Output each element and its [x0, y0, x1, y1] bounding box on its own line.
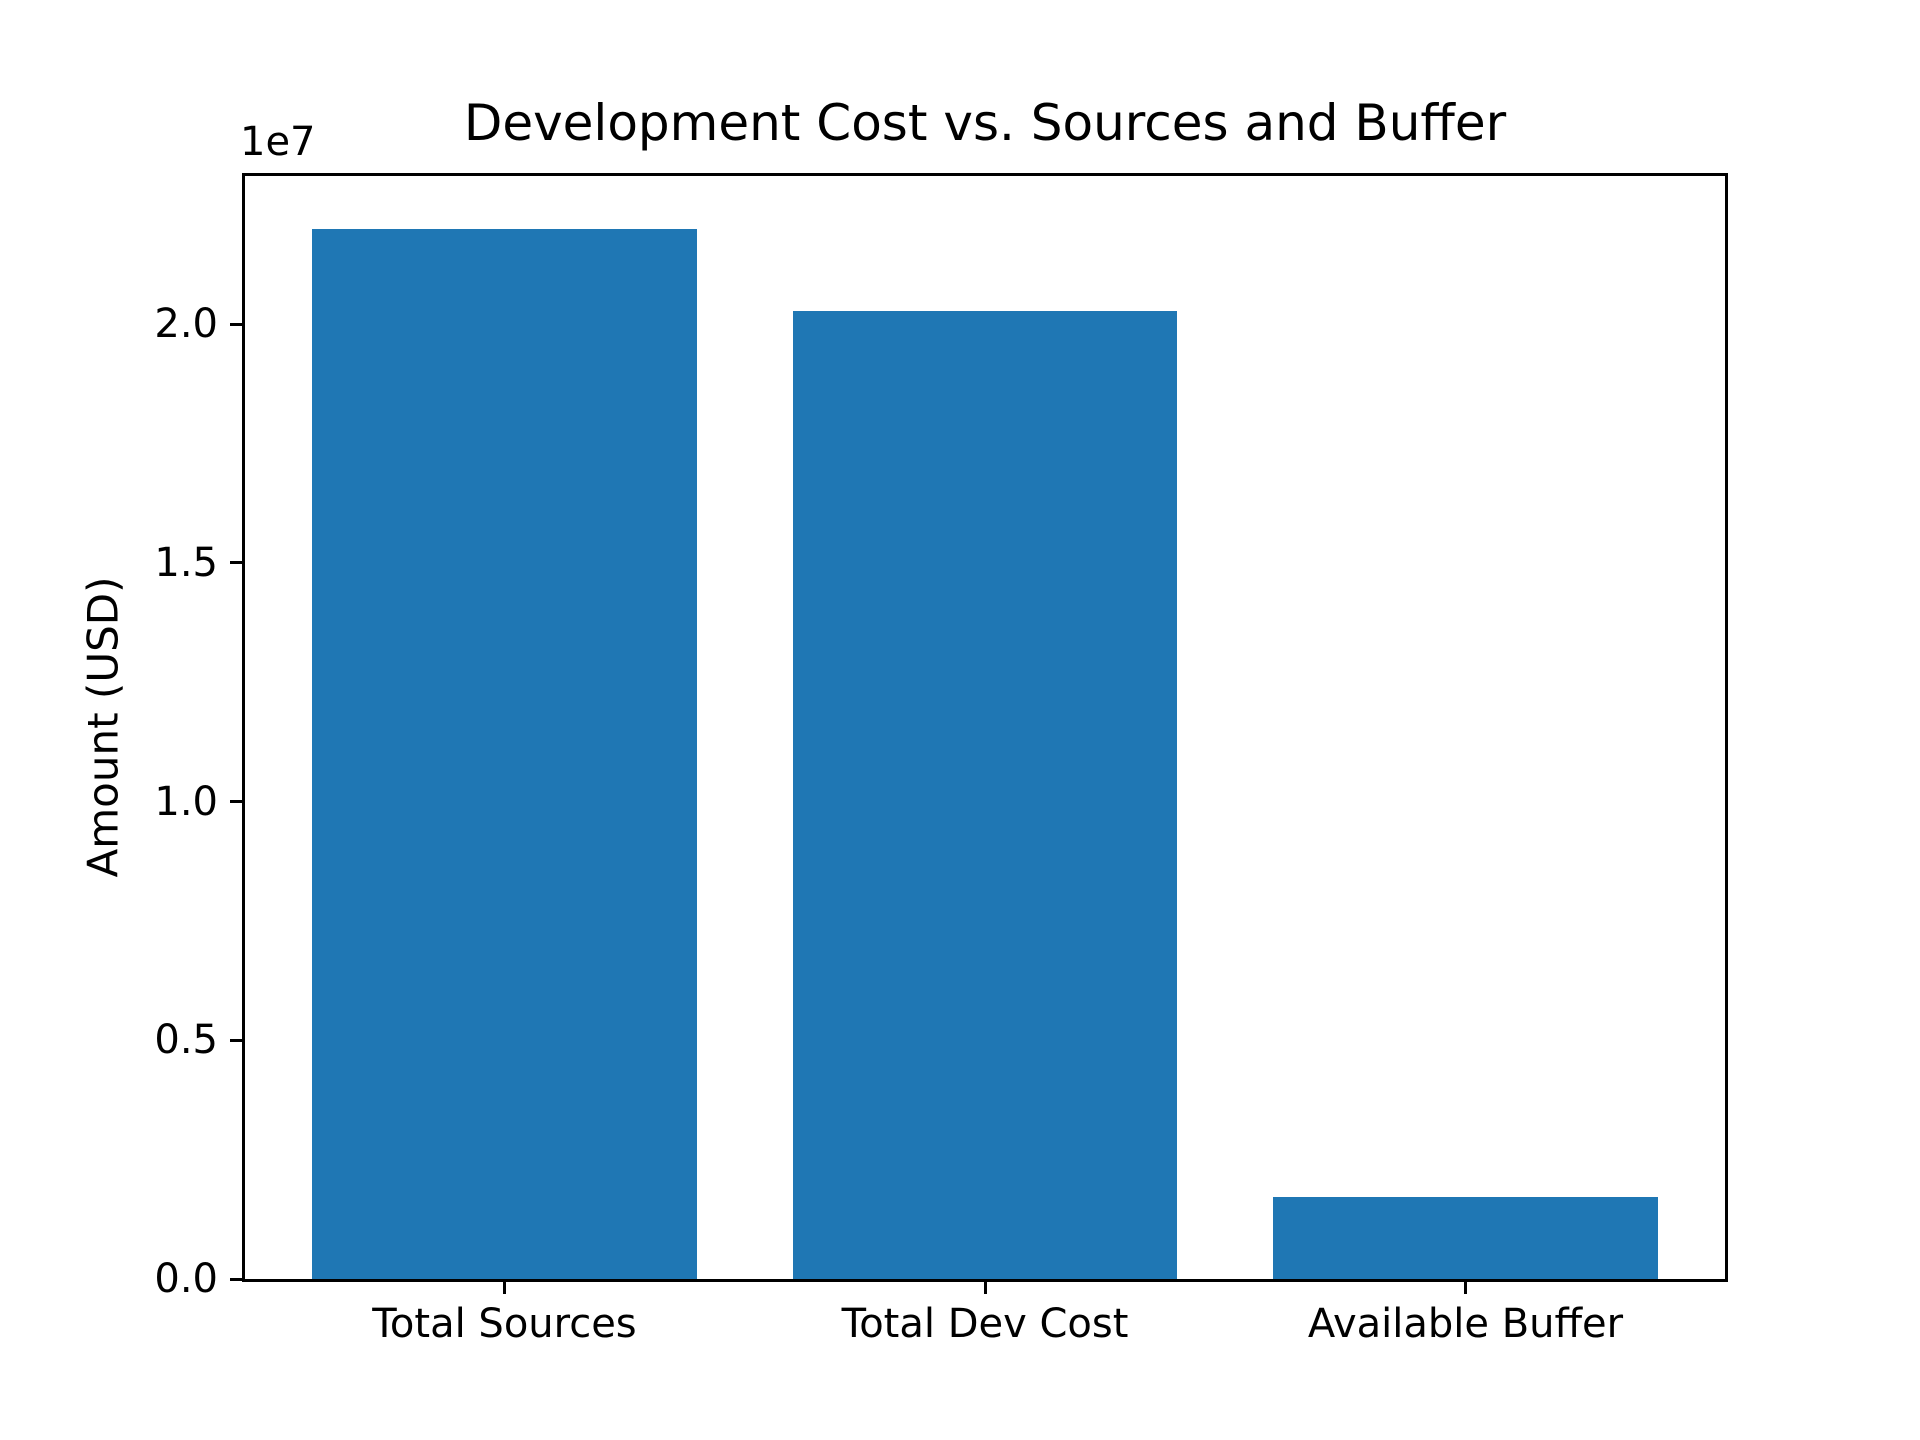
x-tick-label: Total Dev Cost	[841, 1301, 1129, 1347]
y-tick-label: 2.0	[154, 301, 218, 348]
y-tick-mark	[230, 800, 245, 803]
x-tick-mark	[1464, 1279, 1468, 1294]
y-tick-mark	[230, 1038, 245, 1042]
x-tick-label: Total Sources	[372, 1301, 637, 1347]
y-tick-label: 1.5	[154, 539, 218, 586]
x-tick-label: Available Buffer	[1307, 1301, 1624, 1347]
plot-area: Total Sources Total Dev Cost Available Buf…	[154, 173, 1728, 1344]
x-tick-mark	[983, 1279, 987, 1294]
bar-total-sources	[312, 228, 697, 1279]
x-tick-mark	[502, 1279, 506, 1294]
y-tick-mark	[230, 561, 245, 565]
y-axis-offset-text: 1e7	[240, 119, 316, 165]
y-tick-label: 0.5	[154, 1017, 218, 1064]
y-tick-label: 1.0	[154, 778, 218, 825]
y-tick-label: 0.0	[154, 1256, 218, 1302]
y-tick-mark	[230, 1277, 245, 1281]
y-axis-label: Amount (USD)	[78, 576, 128, 878]
bar-available-buffer	[1273, 1196, 1658, 1279]
bar-total-dev-cost	[792, 310, 1178, 1279]
y-tick-mark	[230, 322, 245, 326]
chart-title: Development Cost vs. Sources and Buffer	[463, 94, 1507, 152]
